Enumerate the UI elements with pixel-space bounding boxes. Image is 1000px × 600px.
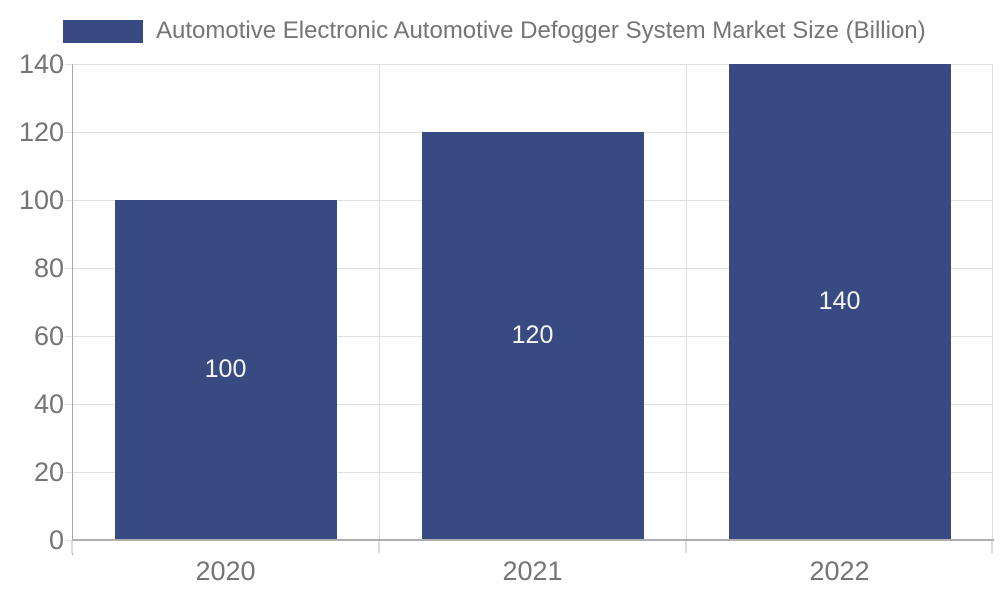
y-tick-label: 0 (48, 525, 64, 555)
bar-2022: 140 (728, 64, 951, 540)
x-tick-mark (71, 541, 73, 553)
bar-value-label: 100 (204, 355, 247, 383)
x-tick-label: 2020 (195, 556, 256, 586)
y-tick-mark (65, 335, 72, 337)
legend: Automotive Electronic Automotive Defogge… (63, 14, 926, 48)
x-tick-mark (991, 541, 993, 553)
y-tick-label: 60 (33, 321, 64, 351)
h-gridline (72, 63, 993, 65)
y-axis-spine (72, 64, 73, 555)
plot-area: 100 120 140 (72, 63, 993, 540)
v-gridline (685, 64, 687, 540)
v-gridline (992, 64, 993, 540)
x-tick-label: 2021 (502, 556, 563, 586)
bar-2021: 120 (421, 132, 644, 540)
x-axis-spine (72, 539, 994, 541)
y-tick-mark (65, 403, 72, 405)
bar-value-label: 140 (818, 287, 861, 315)
legend-label: Automotive Electronic Automotive Defogge… (156, 17, 926, 44)
legend-swatch (63, 19, 143, 43)
y-tick-mark (65, 131, 72, 133)
x-tick-mark (378, 541, 380, 553)
y-tick-label: 40 (33, 389, 64, 419)
x-tick-label: 2022 (809, 556, 870, 586)
y-tick-mark (65, 63, 72, 65)
x-tick-mark (685, 541, 687, 553)
y-tick-mark (65, 267, 72, 269)
y-tick-label: 80 (33, 253, 64, 283)
v-gridline (378, 64, 380, 540)
bar-value-label: 120 (511, 321, 554, 349)
y-tick-label: 140 (18, 49, 64, 79)
y-tick-label: 100 (18, 185, 64, 215)
y-tick-mark (65, 199, 72, 201)
bar-2020: 100 (114, 200, 337, 540)
y-tick-label: 120 (18, 117, 64, 147)
y-tick-label: 20 (33, 457, 64, 487)
y-tick-mark (65, 539, 72, 541)
y-tick-mark (65, 471, 72, 473)
